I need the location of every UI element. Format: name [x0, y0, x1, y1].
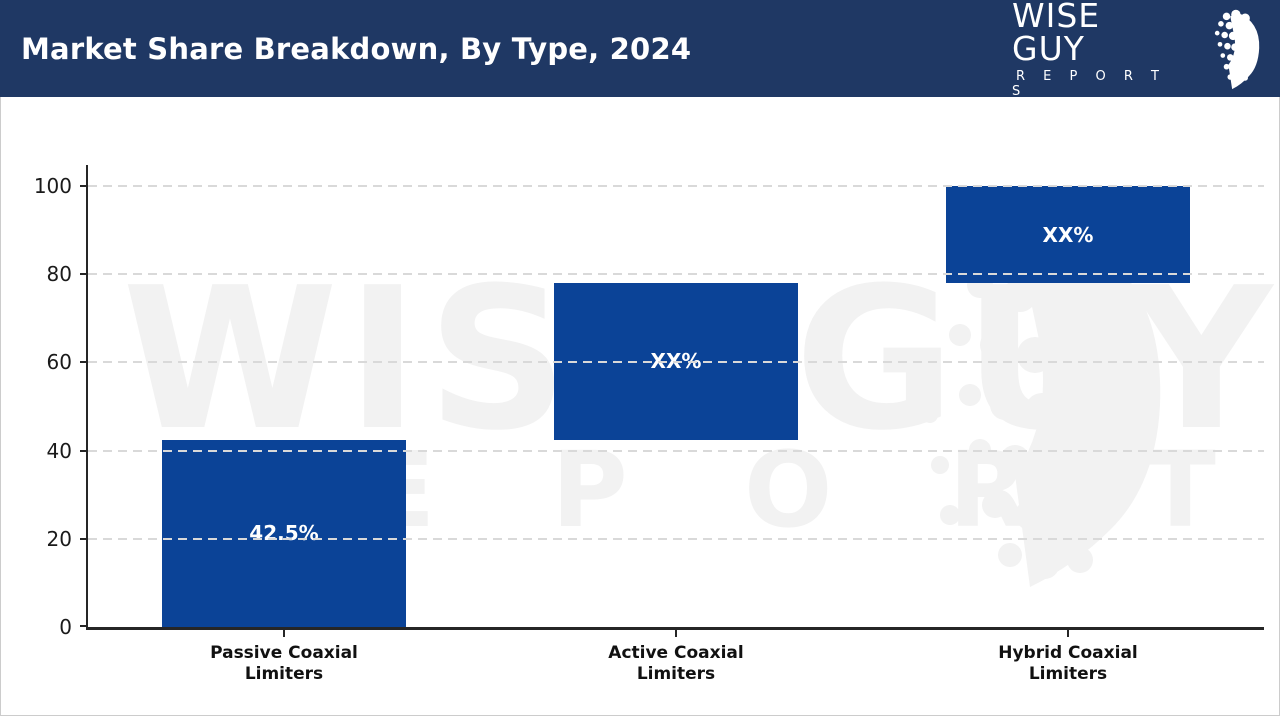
x-category-label-1: Passive Coaxial Limiters [210, 643, 358, 685]
bar-value-label: XX% [650, 349, 702, 374]
bar-active-coaxial-limiters: XX% [554, 283, 798, 440]
y-tick-mark-100 [80, 185, 88, 187]
y-tick-label-60: 60 [46, 350, 72, 375]
y-tick-label-100: 100 [33, 174, 72, 198]
y-tick-mark-0 [80, 625, 88, 627]
x-tick-mark-2 [675, 630, 677, 637]
gridline-y-40 [88, 449, 1264, 452]
page-border-bottom [0, 715, 1280, 716]
page-border-left [0, 97, 1, 716]
gridline-y-100 [88, 185, 1264, 187]
x-tick-mark-1 [283, 630, 285, 637]
brand-name: WISE GUY [1012, 0, 1101, 68]
brand-logo-text: WISE GUY R E P O R T S [1012, 0, 1182, 99]
x-category-label-3: Hybrid Coaxial Limiters [998, 643, 1138, 685]
brand-subtitle: R E P O R T S [1012, 69, 1166, 99]
wiseguy-head-icon [1214, 9, 1260, 90]
y-tick-mark-20 [80, 537, 88, 540]
bar-hybrid-coaxial-limiters: XX% [946, 186, 1190, 284]
x-category-label-2: Active Coaxial Limiters [608, 643, 744, 685]
chart-plot-area: 0 20 40 60 80 100 42.5% Passive Coaxial Limiter… [34, 165, 1264, 684]
gridline-y-80 [88, 273, 1264, 276]
x-tick-mark-3 [1067, 630, 1069, 637]
y-tick-mark-60 [80, 361, 88, 364]
gridline-y-60 [88, 361, 1264, 364]
y-tick-label-20: 20 [46, 526, 72, 551]
y-tick-label-80: 80 [46, 262, 72, 287]
y-tick-label-0: 0 [59, 615, 72, 639]
bar-value-label: 42.5% [249, 521, 319, 546]
y-tick-mark-80 [80, 273, 88, 276]
y-tick-mark-40 [80, 449, 88, 452]
brand-logo: WISE GUY R E P O R T S [1012, 0, 1262, 99]
page-title: Market Share Breakdown, By Type, 2024 [21, 31, 692, 66]
y-tick-label-40: 40 [46, 438, 72, 463]
gridline-y-20 [88, 537, 1264, 540]
header-bar: Market Share Breakdown, By Type, 2024 WI… [0, 0, 1280, 99]
bar-passive-coaxial-limiters: 42.5% [162, 439, 406, 627]
bar-value-label: XX% [1042, 222, 1094, 247]
